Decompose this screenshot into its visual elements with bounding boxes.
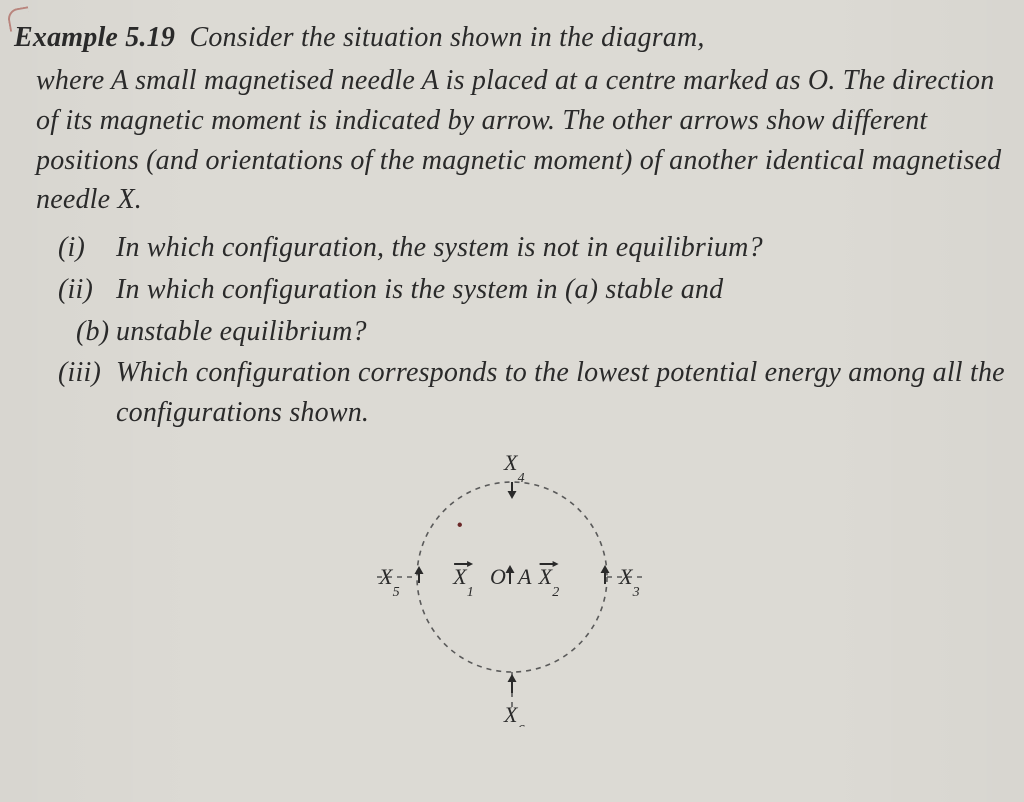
svg-text:A: A [516, 564, 532, 589]
svg-text:X1: X1 [452, 564, 474, 600]
question-ii: (ii) In which configuration is the syste… [58, 270, 1010, 310]
question-iii-num: (iii) [58, 353, 116, 433]
svg-text:X2: X2 [538, 564, 560, 600]
question-ii-b-text: unstable equilibrium? [116, 312, 1010, 352]
question-list: (i) In which configuration, the system i… [14, 228, 1010, 433]
svg-text:X4: X4 [503, 450, 525, 486]
question-i-num: (i) [58, 228, 116, 268]
example-label-text: Example 5.19 [14, 22, 175, 53]
question-i: (i) In which configuration, the system i… [58, 228, 1010, 268]
question-ii-b-num: (b) [58, 312, 116, 352]
needle-diagram: OA X1 X2 X3 X4 X5 X6 [322, 447, 702, 727]
svg-text:O: O [490, 564, 506, 589]
question-iii-text: Which configuration corresponds to the l… [116, 353, 1010, 433]
example-intro-fragment: Consider the situation shown in the diag… [189, 22, 704, 53]
example-heading-line: Example 5.19 Consider the situation show… [14, 18, 1010, 57]
page-container: Example 5.19 Consider the situation show… [14, 18, 1010, 727]
question-i-text: In which configuration, the system is no… [116, 228, 1010, 268]
question-ii-b: (b) unstable equilibrium? [58, 312, 1010, 352]
svg-text:X3: X3 [618, 564, 640, 600]
svg-text:X5: X5 [378, 564, 400, 600]
question-ii-num: (ii) [58, 270, 116, 310]
diagram-container: OA X1 X2 X3 X4 X5 X6 [14, 447, 1010, 727]
example-label: Example 5.19 [14, 22, 175, 53]
question-ii-text: In which configuration is the system in … [116, 270, 1010, 310]
question-iii: (iii) Which configuration corresponds to… [58, 353, 1010, 433]
svg-text:X6: X6 [503, 702, 525, 727]
example-body-text: where A small magnetised needle A is pla… [14, 61, 1010, 220]
